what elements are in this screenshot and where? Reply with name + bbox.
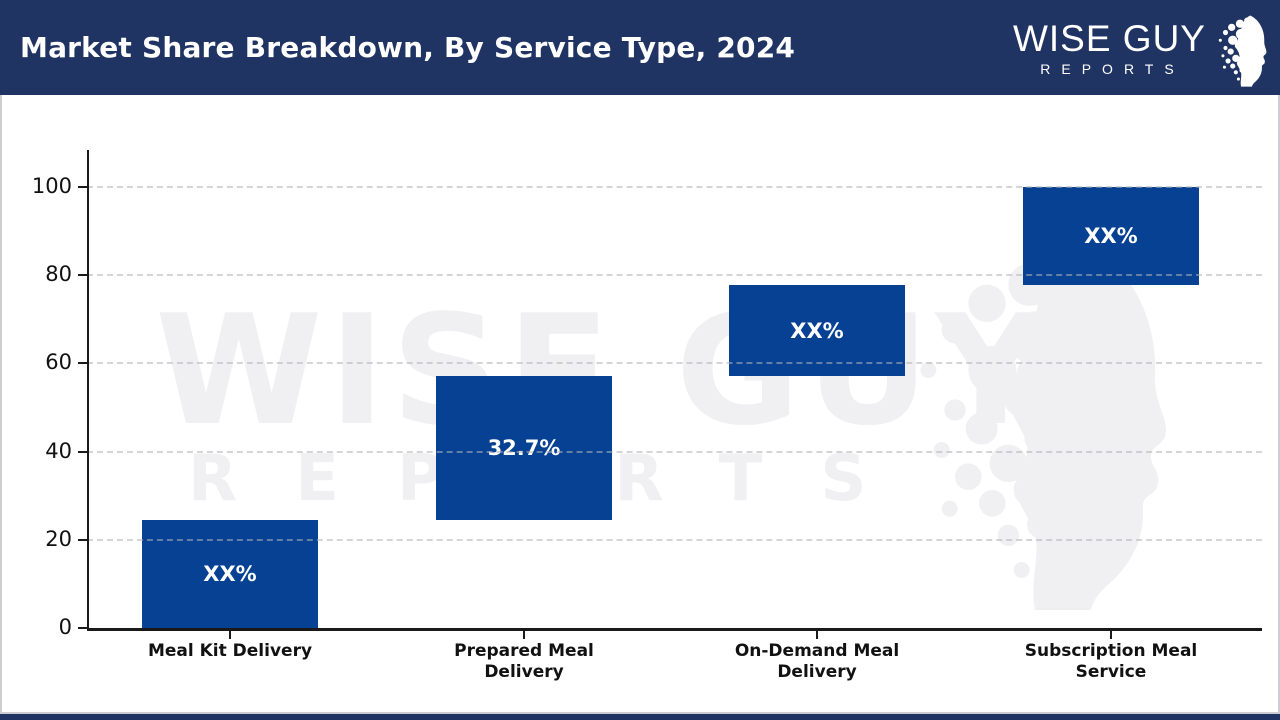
y-tick-mark (78, 450, 87, 453)
brand-logo: WISE GUY REPORTS (1013, 9, 1280, 87)
bar-value-label: XX% (1084, 223, 1138, 248)
bar-value-label: 32.7% (487, 436, 561, 461)
bar-segment: XX% (142, 520, 318, 628)
y-tick-mark (78, 186, 87, 188)
x-category-label: On-Demand Meal Delivery (734, 641, 900, 683)
y-tick-label: 20 (45, 526, 72, 551)
bar-value-label: XX% (203, 562, 257, 587)
y-tick-label: 60 (45, 350, 72, 375)
y-tick-label: 0 (58, 615, 72, 639)
x-category-label: Subscription Meal Service (1024, 641, 1198, 683)
gridline (87, 362, 1262, 365)
x-tick-mark (1110, 631, 1112, 639)
y-tick-mark (78, 362, 87, 365)
brand-head-icon (1210, 9, 1272, 87)
brand-logo-name: WISE GUY (1012, 17, 1206, 59)
y-tick-label: 100 (31, 174, 72, 198)
bar-segment: XX% (1023, 187, 1199, 285)
x-tick-mark (229, 631, 231, 639)
page-title: Market Share Breakdown, By Service Type,… (20, 31, 796, 64)
brand-logo-subtitle: REPORTS (1040, 60, 1185, 77)
x-category-label: Prepared Meal Delivery (454, 641, 594, 683)
y-tick-label: 40 (45, 438, 72, 463)
y-axis (87, 150, 89, 630)
y-tick-mark (78, 274, 87, 277)
gridline (87, 450, 1262, 453)
bar-value-label: XX% (790, 318, 844, 343)
gridline (87, 186, 1262, 188)
header-bar: Market Share Breakdown, By Service Type,… (0, 0, 1280, 95)
gridline (87, 538, 1262, 541)
gridline (87, 274, 1262, 277)
x-tick-mark (523, 631, 525, 639)
bar-segment: 32.7% (436, 376, 612, 521)
y-tick-mark (78, 627, 87, 629)
x-category-label: Meal Kit Delivery (147, 641, 313, 661)
bar-segment: XX% (729, 285, 905, 376)
x-tick-mark (816, 631, 818, 639)
footer-bar (0, 712, 1280, 720)
y-tick-mark (78, 538, 87, 541)
y-tick-label: 80 (45, 262, 72, 287)
x-axis (87, 628, 1262, 631)
